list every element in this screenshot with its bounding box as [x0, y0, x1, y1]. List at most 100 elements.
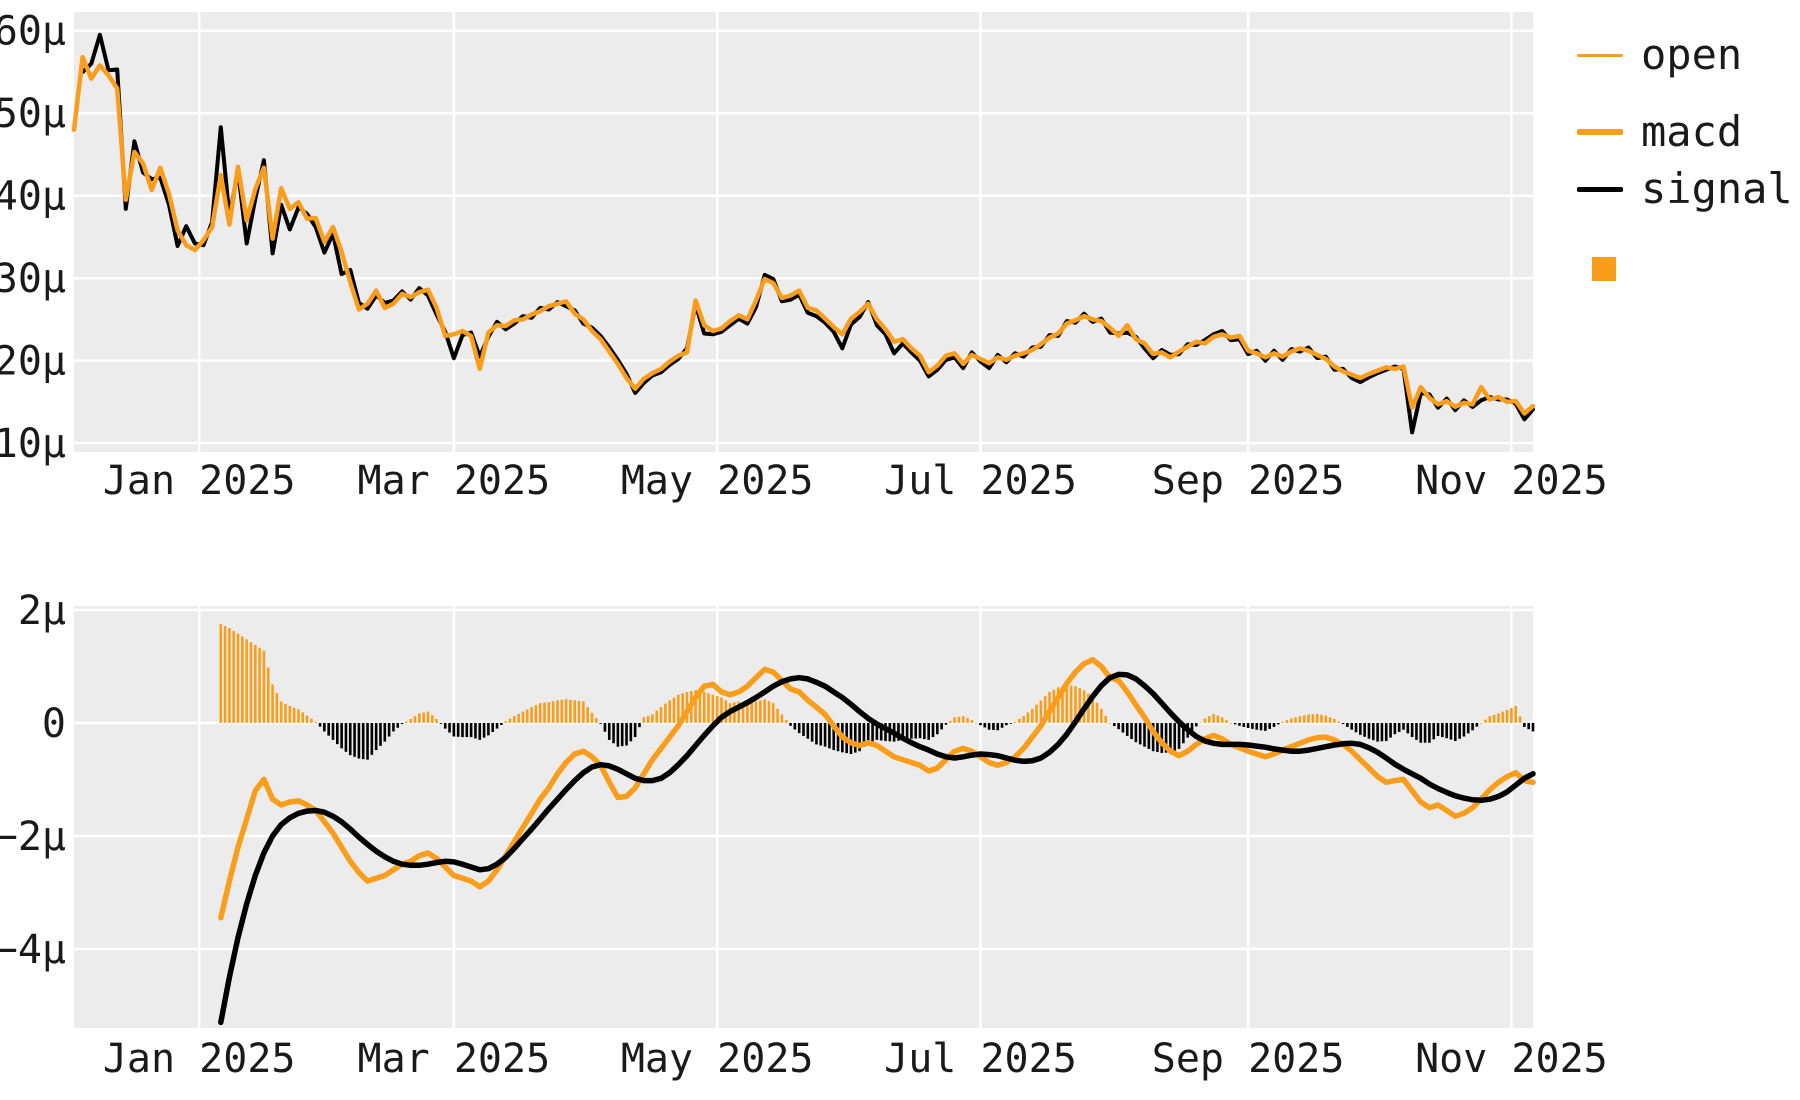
legend-open-swatch-icon	[1577, 53, 1623, 57]
macd-histogram-bar	[746, 703, 749, 723]
macd-histogram-bar	[1337, 721, 1341, 723]
macd-histogram-bar	[1354, 722, 1358, 733]
macd-histogram-bar	[806, 722, 810, 739]
macd-histogram-bar	[1220, 717, 1224, 723]
macd-histogram-bar	[914, 722, 918, 739]
x-tick-label: Jul 2025	[884, 1036, 1077, 1082]
legend-histogram-swatch-icon	[1592, 257, 1616, 281]
macd-histogram-bar	[642, 717, 646, 723]
macd-histogram-bar	[802, 722, 805, 736]
macd-histogram-bar	[668, 700, 671, 723]
macd-histogram-bar	[1497, 713, 1500, 723]
macd-histogram-bar	[569, 699, 572, 723]
macd-histogram-bar	[1246, 722, 1250, 729]
macd-histogram-bar	[940, 722, 943, 730]
macd-histogram-bar	[612, 722, 615, 744]
macd-histogram-bar	[1505, 709, 1509, 723]
legend-label: macd	[1641, 107, 1743, 156]
macd-histogram-bar	[1069, 685, 1073, 723]
macd-histogram-bar	[1384, 722, 1388, 742]
macd-histogram-bar	[1108, 722, 1112, 724]
macd-histogram-bar	[1488, 716, 1492, 723]
macd-histogram-bar	[344, 722, 348, 752]
macd-histogram-bar	[1035, 704, 1038, 723]
macd-histogram-bar	[374, 722, 378, 751]
macd-histogram-bar	[1514, 705, 1518, 723]
macd-histogram-bar	[538, 703, 542, 723]
macd-histogram-bar	[694, 690, 697, 723]
y-tick-label: 2µ	[18, 588, 66, 634]
macd-histogram-bar	[560, 699, 564, 723]
macd-histogram-bar	[776, 708, 779, 723]
legend-label: signal	[1641, 164, 1793, 213]
macd-histogram-bar	[361, 722, 365, 760]
macd-histogram-bar	[1527, 722, 1530, 730]
macd-histogram-bar	[1199, 722, 1202, 724]
macd-histogram-bar	[1177, 722, 1181, 749]
y-tick-label: 50µ	[0, 91, 66, 137]
macd-histogram-bar	[1151, 722, 1155, 752]
x-tick-label: Jul 2025	[884, 458, 1077, 504]
macd-histogram-bar	[664, 703, 667, 723]
price-panel: 60µ 50µ 40µ 30µ 20µ 10µ Jan 2025 Mar 2025 May 20…	[0, 9, 1608, 504]
macd-histogram-bar	[271, 684, 274, 723]
macd-histogram-bar	[1255, 722, 1259, 730]
macd-histogram-bar	[836, 722, 840, 752]
x-tick-label: Mar 2025	[358, 458, 551, 504]
macd-histogram-bar	[1030, 708, 1034, 723]
x-tick-label: Mar 2025	[358, 1036, 551, 1082]
macd-histogram-bar	[305, 715, 309, 723]
macd-histogram-bar	[1043, 696, 1047, 723]
macd-histogram-bar	[823, 722, 827, 747]
macd-histogram-bar	[1484, 719, 1487, 723]
macd-histogram-bar	[556, 700, 559, 723]
macd-histogram-bar	[430, 715, 434, 723]
macd-histogram-bar	[1458, 722, 1461, 739]
macd-histogram-bar	[534, 705, 538, 723]
macd-histogram-bar	[1009, 722, 1012, 724]
macd-histogram-bar	[1406, 722, 1410, 734]
macd-histogram-bar	[672, 697, 676, 723]
macd-histogram-bar	[1492, 714, 1496, 723]
macd-histogram-bar	[525, 709, 529, 723]
macd-histogram-bar	[1195, 722, 1198, 727]
x-tick-label: Sep 2025	[1152, 458, 1345, 504]
macd-histogram-bar	[1272, 722, 1276, 727]
macd-histogram-bar	[866, 722, 870, 743]
macd-histogram-bar	[759, 700, 762, 723]
macd-histogram-bar	[1238, 722, 1241, 726]
macd-histogram-bar	[1138, 722, 1142, 745]
macd-histogram-bar	[974, 722, 978, 724]
macd-histogram-bar	[1380, 722, 1384, 742]
macd-histogram-bar	[1462, 722, 1466, 737]
macd-histogram-bar	[508, 718, 512, 723]
macd-histogram-bar	[348, 722, 352, 756]
macd-histogram-bar	[241, 636, 244, 723]
macd-histogram-bar	[1134, 722, 1138, 743]
macd-histogram-bar	[340, 722, 343, 749]
macd-histogram-bar	[780, 714, 784, 723]
macd-indicator-panel: 2µ 0 −2µ −4µ Jan 2025 Mar 2025 May 2025 Jul 202…	[0, 588, 1608, 1082]
x-tick-label: Nov 2025	[1415, 458, 1608, 504]
macd-histogram-bar	[853, 722, 857, 753]
macd-histogram-bar	[1281, 721, 1284, 723]
macd-histogram-bar	[590, 712, 594, 723]
y-tick-label: 40µ	[0, 174, 66, 220]
macd-histogram-bar	[1026, 712, 1030, 723]
macd-histogram-bar	[1169, 722, 1172, 753]
legend-item-signal: signal	[1577, 165, 1793, 213]
legend-label: open	[1641, 30, 1743, 79]
macd-histogram-bar	[1225, 720, 1228, 723]
macd-histogram-bar	[910, 722, 913, 739]
macd-histogram-bar	[1479, 722, 1483, 724]
macd-histogram-bar	[1371, 722, 1375, 741]
macd-histogram-bar	[620, 722, 624, 747]
macd-histogram-bar	[288, 705, 292, 723]
x-tick-label: Jan 2025	[103, 1036, 296, 1082]
macd-histogram-bar	[504, 721, 507, 723]
macd-histogram-bar	[1359, 722, 1362, 735]
macd-histogram-bar	[323, 722, 326, 732]
macd-histogram-bar	[297, 709, 300, 723]
macd-histogram-bar	[603, 722, 607, 732]
